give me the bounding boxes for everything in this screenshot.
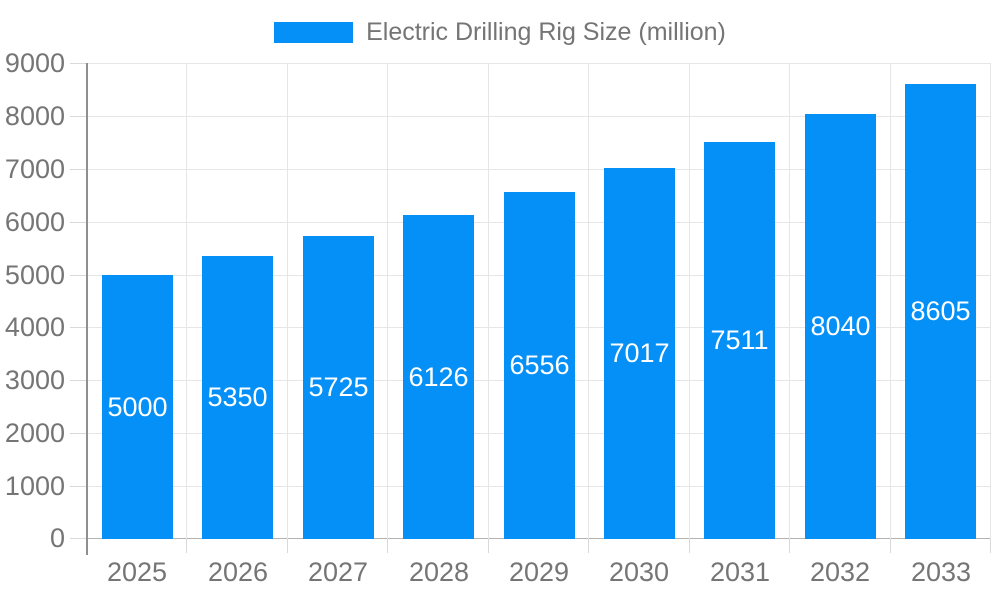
bar[interactable]: 5350 xyxy=(202,256,273,539)
x-axis-tick xyxy=(689,539,690,553)
bar-value-label: 7017 xyxy=(609,338,670,368)
x-axis-label: 2033 xyxy=(910,557,972,587)
x-axis-tick xyxy=(488,539,489,553)
bar[interactable]: 7511 xyxy=(704,142,775,539)
y-axis-label: 5000 xyxy=(4,260,65,290)
x-axis-tick xyxy=(588,539,589,553)
bar[interactable]: 5725 xyxy=(303,236,374,539)
v-gridline xyxy=(789,63,790,539)
bar[interactable]: 5000 xyxy=(102,275,173,539)
h-gridline xyxy=(87,116,991,117)
bar-value-label: 5000 xyxy=(107,391,168,422)
y-axis-tick xyxy=(70,116,87,117)
legend-series-label: Electric Drilling Rig Size (million) xyxy=(366,18,726,46)
chart-legend[interactable]: Electric Drilling Rig Size (million) xyxy=(0,20,1000,45)
v-gridline xyxy=(287,63,288,539)
x-axis-label: 2029 xyxy=(508,557,570,587)
y-axis-tick xyxy=(70,63,87,64)
y-axis-label: 0 xyxy=(49,523,65,553)
y-axis-label: 2000 xyxy=(4,418,65,448)
v-gridline xyxy=(890,63,891,539)
x-axis-tick xyxy=(789,539,790,553)
y-axis-label: 8000 xyxy=(4,101,65,131)
x-axis-label: 2025 xyxy=(106,557,168,587)
y-axis-tick xyxy=(70,327,87,328)
y-axis-label: 4000 xyxy=(4,312,65,342)
y-axis-tick xyxy=(70,433,87,434)
bar-value-label: 8605 xyxy=(910,296,971,326)
y-axis-tick xyxy=(70,538,87,539)
x-axis-label: 2028 xyxy=(408,557,470,587)
y-axis-tick xyxy=(70,380,87,381)
x-axis-label: 2032 xyxy=(809,557,871,587)
y-axis-tick xyxy=(70,169,87,170)
bar-value-label: 8040 xyxy=(810,311,871,341)
v-gridline xyxy=(588,63,589,539)
h-gridline xyxy=(87,169,991,170)
v-gridline xyxy=(488,63,489,539)
legend-color-swatch xyxy=(274,22,354,43)
v-gridline xyxy=(387,63,388,539)
plot-area: 0 1000 2000 3000 4000 5000 6000 7000 8000 9000 500… xyxy=(5,48,991,587)
x-axis-tick xyxy=(990,539,991,553)
bar[interactable]: 6556 xyxy=(504,192,575,539)
bar[interactable]: 8040 xyxy=(805,114,876,539)
h-gridline xyxy=(87,63,991,64)
x-axis-tick xyxy=(387,539,388,553)
y-axis-tick xyxy=(70,275,87,276)
x-axis-label: 2027 xyxy=(307,557,369,587)
x-axis-tick xyxy=(287,539,288,553)
y-axis-line xyxy=(86,63,88,555)
y-axis-label: 9000 xyxy=(4,48,65,78)
x-axis-label: 2026 xyxy=(207,557,269,587)
bar-value-label: 5350 xyxy=(207,382,268,412)
v-gridline xyxy=(689,63,690,539)
y-axis-label: 3000 xyxy=(4,365,65,395)
y-axis-tick xyxy=(70,486,87,487)
bar[interactable]: 6126 xyxy=(403,215,474,539)
x-axis-tick xyxy=(186,539,187,553)
bar[interactable]: 8605 xyxy=(905,84,976,539)
y-axis-label: 1000 xyxy=(4,471,65,501)
y-axis-tick xyxy=(70,222,87,223)
x-axis-label: 2030 xyxy=(608,557,670,587)
bar-value-label: 5725 xyxy=(308,372,369,402)
x-axis-tick xyxy=(890,539,891,553)
y-axis-label: 7000 xyxy=(4,154,65,184)
bar-value-label: 7511 xyxy=(710,325,769,355)
v-gridline xyxy=(990,63,991,539)
x-axis-label: 2031 xyxy=(709,557,771,587)
y-axis-label: 6000 xyxy=(4,207,65,237)
bar-value-label: 6556 xyxy=(509,350,570,380)
v-gridline xyxy=(186,63,187,539)
bar[interactable]: 7017 xyxy=(604,168,675,539)
bar-value-label: 6126 xyxy=(408,361,469,392)
